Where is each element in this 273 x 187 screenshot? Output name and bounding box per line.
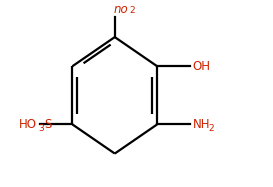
Text: OH: OH bbox=[192, 60, 210, 73]
Text: no: no bbox=[113, 3, 128, 16]
Text: NH: NH bbox=[192, 118, 210, 131]
Text: S: S bbox=[44, 118, 51, 131]
Text: 2: 2 bbox=[129, 6, 135, 15]
Text: HO: HO bbox=[19, 118, 37, 131]
Text: 3: 3 bbox=[38, 124, 44, 133]
Text: 2: 2 bbox=[208, 124, 213, 133]
